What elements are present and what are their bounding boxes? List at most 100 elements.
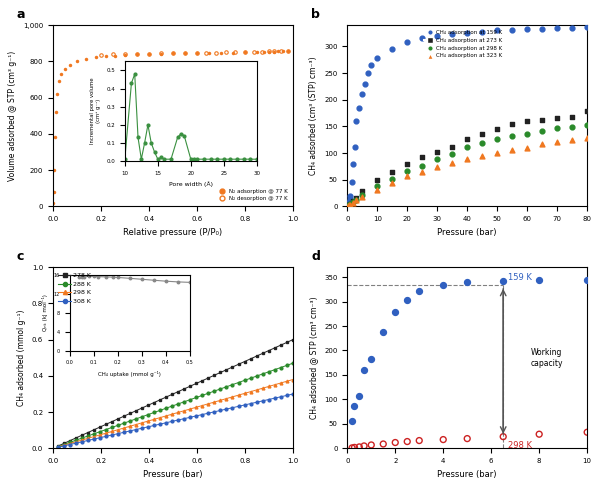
Text: c: c — [17, 250, 24, 263]
CH₄ adsorption at 298 K — [553, 125, 562, 132]
Line: N₂ desorption @ 77 K: N₂ desorption @ 77 K — [99, 49, 290, 56]
CH₄ adsorption at 159 K — [344, 198, 353, 206]
CH₄ adsorption at 273 K — [373, 176, 382, 184]
278 K — [90, 427, 97, 433]
308 K — [193, 413, 200, 419]
298 K — [181, 408, 188, 413]
N₂ desorption @ 77 K — [232, 49, 239, 55]
278 K — [54, 443, 61, 449]
CH₄ adsorption at 159 K — [388, 45, 397, 53]
CH₄ adsorption at 298 K — [538, 127, 547, 135]
Line: 288 K: 288 K — [56, 362, 294, 448]
278 K — [211, 372, 218, 378]
278 K — [277, 342, 284, 348]
N₂ adsorption @ 77 K — [50, 167, 58, 173]
N₂ desorption @ 77 K — [284, 48, 292, 54]
N₂ adsorption @ 77 K — [270, 49, 277, 55]
N₂ desorption @ 77 K — [109, 52, 116, 57]
298 K — [229, 394, 236, 400]
CH₄ adsorption at 273 K — [508, 120, 517, 128]
CH₄ adsorption at 323 K — [352, 197, 361, 205]
308 K — [187, 414, 194, 420]
288 K — [139, 414, 146, 420]
298 K — [283, 378, 290, 384]
298 K — [145, 418, 152, 424]
CH₄ adsorption at 159 K — [448, 30, 457, 37]
N₂ desorption @ 77 K — [145, 51, 152, 56]
Point — [391, 439, 400, 447]
Point — [535, 431, 544, 438]
N₂ desorption @ 77 K — [212, 50, 220, 56]
N₂ adsorption @ 77 K — [265, 49, 272, 55]
298 K — [277, 380, 284, 386]
Point — [350, 444, 359, 451]
Legend: 278 K, 288 K, 298 K, 308 K: 278 K, 288 K, 298 K, 308 K — [56, 270, 94, 306]
CH₄ adsorption at 159 K — [352, 117, 361, 125]
308 K — [145, 424, 152, 430]
298 K — [247, 389, 254, 394]
278 K — [253, 353, 260, 359]
N₂ adsorption @ 77 K — [241, 49, 248, 55]
298 K — [193, 404, 200, 410]
Text: 159 K: 159 K — [508, 273, 532, 282]
308 K — [133, 427, 140, 432]
CH₄ adsorption at 159 K — [433, 32, 442, 40]
Y-axis label: CH₄ adsorbed (mmol g⁻¹): CH₄ adsorbed (mmol g⁻¹) — [17, 310, 26, 406]
308 K — [102, 433, 109, 439]
CH₄ adsorption at 273 K — [388, 168, 397, 175]
CH₄ adsorption at 323 K — [403, 172, 412, 180]
308 K — [60, 443, 67, 449]
308 K — [241, 402, 248, 408]
308 K — [169, 418, 176, 424]
CH₄ adsorption at 323 K — [344, 201, 353, 209]
298 K — [217, 397, 224, 403]
298 K — [175, 410, 182, 415]
278 K — [151, 400, 158, 406]
N₂ adsorption @ 77 K — [157, 51, 164, 56]
288 K — [78, 435, 85, 441]
CH₄ adsorption at 159 K — [358, 91, 367, 98]
N₂ desorption @ 77 K — [121, 51, 128, 57]
CH₄ adsorption at 323 K — [478, 152, 487, 160]
Point — [463, 435, 472, 443]
Point — [415, 287, 424, 295]
288 K — [66, 439, 73, 445]
278 K — [109, 419, 116, 425]
288 K — [121, 420, 128, 426]
N₂ adsorption @ 77 K — [73, 58, 80, 64]
Point — [535, 277, 544, 284]
CH₄ adsorption at 273 K — [343, 201, 353, 209]
298 K — [84, 435, 91, 441]
288 K — [133, 416, 140, 422]
CH₄ adsorption at 298 K — [493, 135, 502, 143]
308 K — [199, 412, 206, 417]
288 K — [271, 367, 278, 373]
CH₄ adsorption at 273 K — [538, 116, 547, 124]
CH₄ adsorption at 323 K — [343, 202, 353, 209]
308 K — [121, 430, 128, 435]
288 K — [163, 405, 170, 411]
N₂ adsorption @ 77 K — [50, 189, 57, 195]
Line: N₂ adsorption @ 77 K: N₂ adsorption @ 77 K — [52, 49, 290, 205]
CH₄ adsorption at 323 K — [358, 193, 367, 201]
278 K — [78, 432, 85, 438]
288 K — [193, 394, 200, 400]
308 K — [175, 417, 182, 423]
CH₄ adsorption at 298 K — [418, 162, 427, 169]
N₂ adsorption @ 77 K — [102, 54, 109, 59]
298 K — [96, 432, 103, 438]
N₂ adsorption @ 77 K — [284, 48, 292, 54]
Point — [367, 355, 376, 363]
288 K — [211, 388, 218, 394]
308 K — [127, 428, 134, 434]
CH₄ adsorption at 159 K — [478, 28, 487, 36]
288 K — [157, 408, 164, 413]
278 K — [66, 438, 73, 444]
Point — [403, 438, 412, 446]
278 K — [247, 356, 254, 362]
298 K — [235, 392, 242, 398]
CH₄ adsorption at 323 K — [373, 187, 382, 194]
N₂ adsorption @ 77 K — [229, 50, 236, 56]
CH₄ adsorption at 159 K — [349, 160, 358, 168]
298 K — [115, 427, 122, 432]
